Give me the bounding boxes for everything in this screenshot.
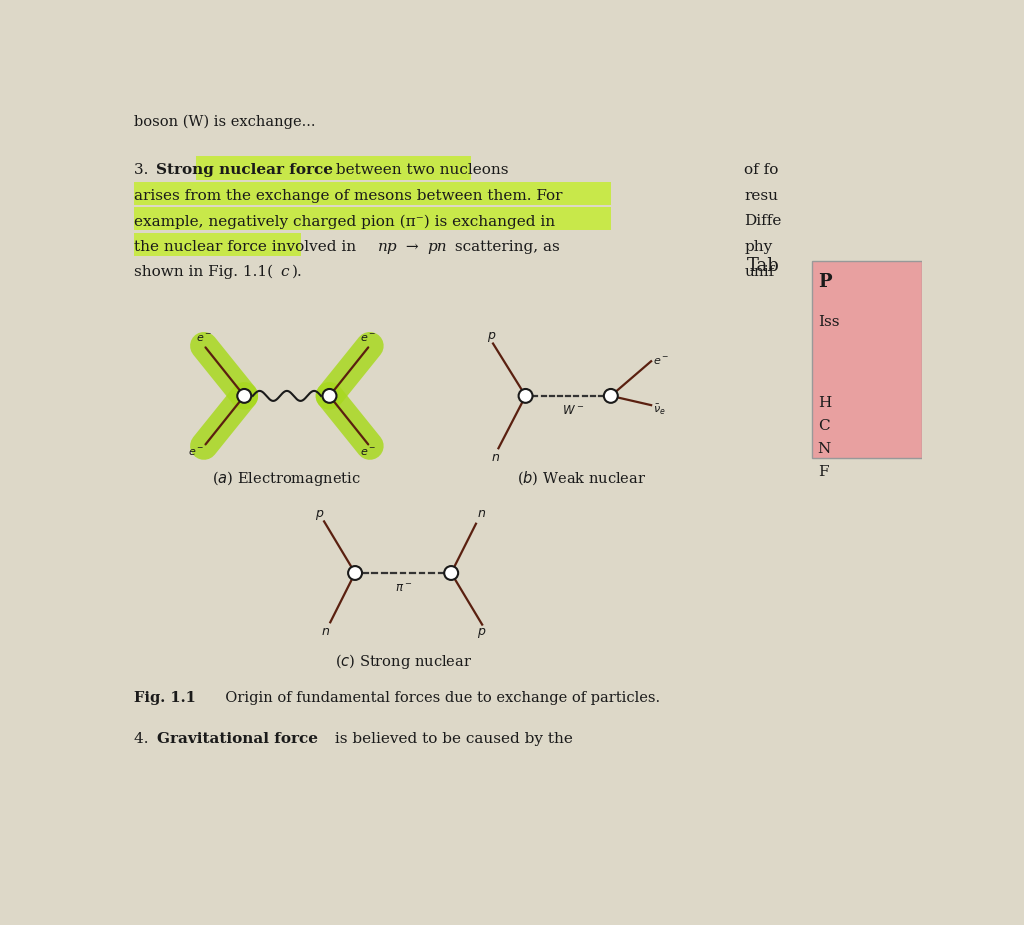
- Text: of fo: of fo: [744, 164, 778, 178]
- Bar: [812, 261, 922, 458]
- Circle shape: [444, 566, 458, 580]
- Text: shown in Fig. 1.1(: shown in Fig. 1.1(: [134, 265, 273, 279]
- Text: $e^-$: $e^-$: [197, 333, 213, 344]
- Text: $n$: $n$: [492, 450, 501, 463]
- Text: $n$: $n$: [477, 507, 485, 520]
- Circle shape: [518, 389, 532, 402]
- Text: P: P: [818, 273, 831, 290]
- Text: np: np: [378, 240, 397, 253]
- Text: Tab: Tab: [746, 257, 779, 276]
- Text: phy: phy: [744, 240, 772, 253]
- Text: Diffe: Diffe: [744, 215, 781, 228]
- Text: $e^-$: $e^-$: [652, 356, 669, 367]
- Text: the nuclear force involved in: the nuclear force involved in: [134, 240, 361, 253]
- Text: $p$: $p$: [486, 330, 497, 344]
- Text: ($b$) Weak nuclear: ($b$) Weak nuclear: [517, 469, 646, 487]
- Text: 4.: 4.: [134, 733, 159, 746]
- Text: Iss: Iss: [818, 315, 840, 329]
- Text: $n$: $n$: [321, 624, 330, 637]
- Text: Fig. 1.1: Fig. 1.1: [134, 691, 196, 705]
- Circle shape: [604, 389, 617, 402]
- Text: pn: pn: [427, 240, 446, 253]
- Text: c: c: [281, 265, 289, 279]
- Text: unif: unif: [744, 265, 774, 279]
- Text: boson (W) is exchange...: boson (W) is exchange...: [134, 115, 315, 130]
- Text: Origin of fundamental forces due to exchange of particles.: Origin of fundamental forces due to exch…: [216, 691, 660, 705]
- Bar: [134, 233, 301, 255]
- Text: →: →: [400, 240, 423, 253]
- Text: $\pi^-$: $\pi^-$: [395, 582, 413, 596]
- Bar: [134, 207, 611, 230]
- Text: ).: ).: [292, 265, 303, 279]
- Text: resu: resu: [744, 189, 778, 203]
- Text: ($c$) Strong nuclear: ($c$) Strong nuclear: [335, 652, 472, 672]
- Text: F: F: [818, 465, 828, 479]
- Text: scattering, as: scattering, as: [451, 240, 560, 253]
- Text: C: C: [818, 419, 829, 433]
- Text: $\bar{\nu}_e$: $\bar{\nu}_e$: [652, 402, 666, 416]
- Text: $W^-$: $W^-$: [562, 404, 584, 417]
- Circle shape: [323, 389, 337, 402]
- Text: $e^-$: $e^-$: [360, 447, 377, 458]
- Text: 3.: 3.: [134, 164, 154, 178]
- Circle shape: [348, 566, 362, 580]
- Text: N: N: [818, 442, 831, 456]
- Bar: [134, 182, 611, 205]
- Bar: [197, 156, 471, 179]
- Text: Gravitational force: Gravitational force: [158, 733, 318, 746]
- Circle shape: [238, 389, 251, 402]
- Text: Strong nuclear force: Strong nuclear force: [156, 164, 333, 178]
- Text: H: H: [818, 396, 831, 410]
- Text: is believed to be caused by the: is believed to be caused by the: [330, 733, 572, 746]
- Text: arises from the exchange of mesons between them. For: arises from the exchange of mesons betwe…: [134, 189, 563, 203]
- Text: example, negatively charged pion (π⁻) is exchanged in: example, negatively charged pion (π⁻) is…: [134, 215, 555, 228]
- Text: between two nucleons: between two nucleons: [331, 164, 509, 178]
- Text: $p$: $p$: [477, 625, 486, 639]
- Text: $e^-$: $e^-$: [188, 447, 205, 458]
- Text: ($a$) Electromagnetic: ($a$) Electromagnetic: [212, 469, 361, 488]
- Text: $e^-$: $e^-$: [360, 333, 377, 344]
- Text: $p$: $p$: [314, 508, 325, 522]
